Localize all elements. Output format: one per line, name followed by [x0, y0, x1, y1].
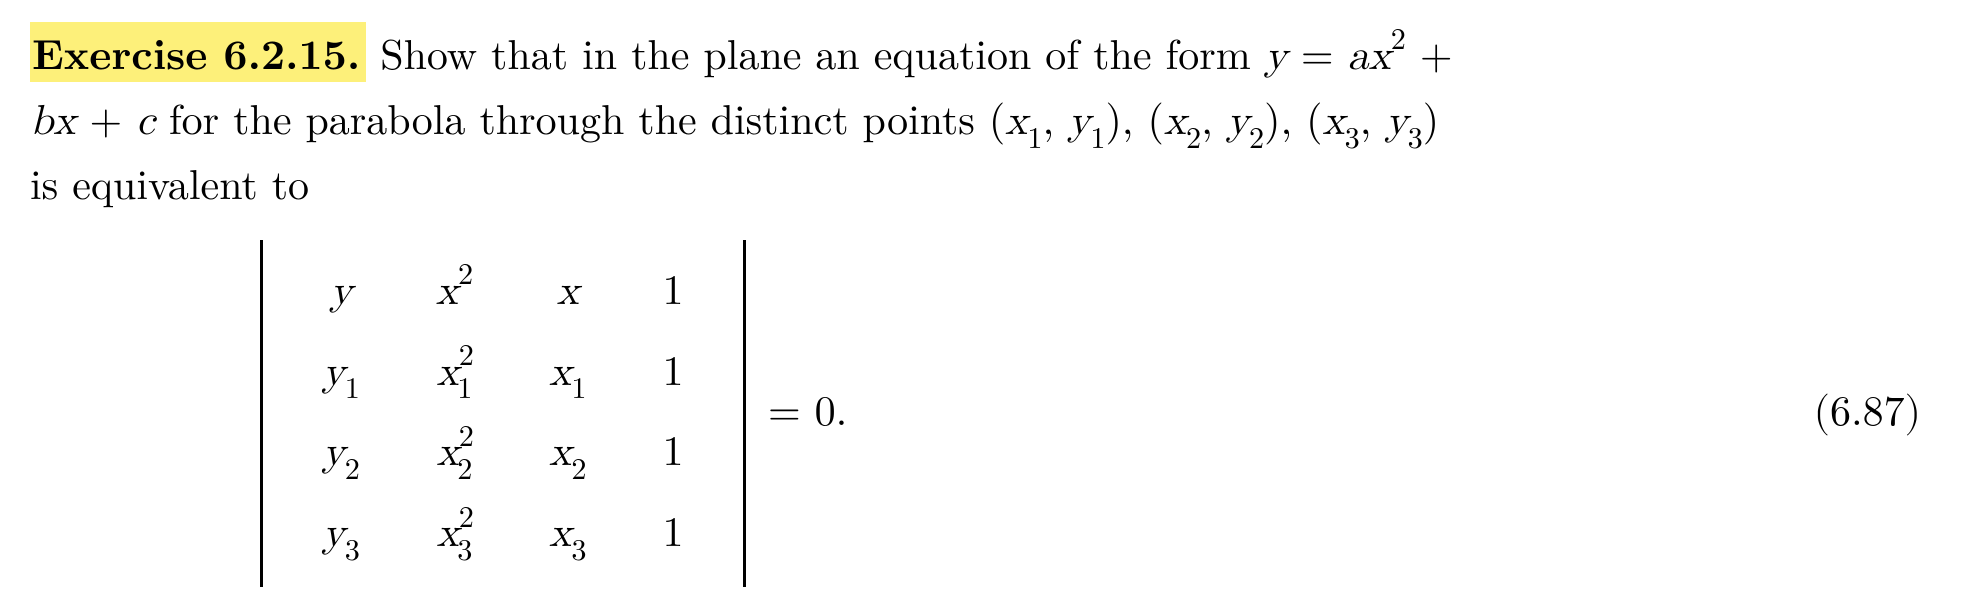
- cell-sub: 2: [571, 455, 586, 485]
- det-right-bar: [743, 240, 746, 588]
- pt1-comma: ,: [1042, 88, 1068, 147]
- equation-number: (6.87): [1814, 383, 1921, 444]
- pt2-ysub: 2: [1249, 114, 1264, 157]
- cell-sup: 2: [459, 503, 474, 533]
- det-cell: x3: [511, 494, 624, 575]
- determinant-matrix: y x2 x 1 y1 x21 x1 1 y2 x22 x2 1: [285, 252, 722, 576]
- inline-var-c: c: [136, 101, 155, 143]
- pt1-ysub: 1: [1090, 114, 1105, 157]
- det-row: y2 x22 x2 1: [285, 413, 722, 494]
- cell-sub: 2: [345, 455, 360, 485]
- exercise-page: Exercise 6.2.15. Show that in the plane …: [0, 0, 1961, 587]
- inline-var-y: y: [1265, 36, 1287, 78]
- cell-var: y: [323, 513, 345, 555]
- cell-sup: 2: [459, 341, 474, 371]
- problem-statement: Exercise 6.2.15. Show that in the plane …: [30, 22, 1931, 214]
- pt3-y: y: [1385, 101, 1407, 143]
- text-segment-1: Show that in the plane an equation of th…: [366, 23, 1265, 82]
- pt2-open: (: [1147, 88, 1163, 147]
- inline-plus-2: +: [76, 88, 137, 147]
- inline-sup-2: 2: [1391, 15, 1406, 58]
- cell-sub: 1: [345, 374, 360, 404]
- det-cell: y3: [285, 494, 398, 575]
- cell-var: x: [436, 271, 458, 313]
- pt3-xsub: 3: [1345, 114, 1360, 157]
- text-segment-3: is equivalent to: [30, 153, 309, 212]
- det-cell: y2: [285, 413, 398, 494]
- pt3-x: x: [1322, 101, 1344, 143]
- determinant: y x2 x 1 y1 x21 x1 1 y2 x22 x2 1: [260, 240, 746, 588]
- pt1-x: x: [1005, 101, 1027, 143]
- equation-rhs: = 0.: [768, 383, 847, 444]
- cell-var: y: [330, 271, 352, 313]
- pt3-ysub: 3: [1408, 114, 1423, 157]
- det-left-bar: [260, 240, 263, 588]
- pt2-close: ),: [1264, 88, 1306, 147]
- cell-sub: 2: [457, 455, 472, 485]
- cell-sub: 3: [571, 536, 586, 566]
- pt3-open: (: [1306, 88, 1322, 147]
- det-cell: x2: [398, 252, 511, 333]
- det-cell: y1: [285, 333, 398, 414]
- pt2-x: x: [1164, 101, 1186, 143]
- pt1-y: y: [1068, 101, 1090, 143]
- det-cell: x: [511, 252, 624, 333]
- text-segment-2: for the parabola through the distinct po…: [155, 88, 989, 147]
- cell-sub: 1: [457, 374, 472, 404]
- inline-var-ax: ax: [1348, 36, 1391, 78]
- det-cell: 1: [624, 333, 721, 414]
- cell-var: x: [557, 271, 579, 313]
- cell-var: x: [437, 513, 459, 555]
- det-cell: x2: [511, 413, 624, 494]
- det-cell: 1: [624, 413, 721, 494]
- pt2-comma: ,: [1201, 88, 1227, 147]
- inline-plus-1: +: [1406, 23, 1453, 82]
- det-row: y1 x21 x1 1: [285, 333, 722, 414]
- rhs-zero: 0: [815, 392, 836, 434]
- pt2-xsub: 2: [1186, 114, 1201, 157]
- rhs-eq: =: [768, 392, 815, 434]
- exercise-label: Exercise 6.2.15.: [30, 22, 366, 82]
- pt1-xsub: 1: [1027, 114, 1042, 157]
- det-cell: 1: [624, 494, 721, 575]
- det-cell: x21: [398, 333, 511, 414]
- det-row: y x2 x 1: [285, 252, 722, 333]
- cell-sub: 3: [457, 536, 472, 566]
- det-cell: y: [285, 252, 398, 333]
- pt3-comma: ,: [1360, 88, 1386, 147]
- cell-var: x: [549, 513, 571, 555]
- inline-var-bx: bx: [30, 101, 76, 143]
- pt3-close: ): [1423, 88, 1439, 147]
- cell-sup: 2: [459, 422, 474, 452]
- cell-sup: 2: [458, 260, 473, 290]
- pt2-y: y: [1227, 101, 1249, 143]
- rhs-period: .: [836, 392, 848, 434]
- cell-var: y: [323, 352, 345, 394]
- cell-sub: 1: [571, 374, 586, 404]
- inline-eq-sign: =: [1287, 23, 1348, 82]
- det-cell: x23: [398, 494, 511, 575]
- display-equation: y x2 x 1 y1 x21 x1 1 y2 x22 x2 1: [30, 240, 1931, 588]
- det-cell: 1: [624, 252, 721, 333]
- pt1-close: ),: [1105, 88, 1147, 147]
- det-row: y3 x23 x3 1: [285, 494, 722, 575]
- det-cell: x1: [511, 333, 624, 414]
- pt1-open: (: [989, 88, 1005, 147]
- cell-var: y: [323, 432, 345, 474]
- cell-var: x: [437, 352, 459, 394]
- cell-var: x: [437, 432, 459, 474]
- cell-var: x: [549, 432, 571, 474]
- det-cell: x22: [398, 413, 511, 494]
- cell-sub: 3: [345, 536, 360, 566]
- cell-var: x: [549, 352, 571, 394]
